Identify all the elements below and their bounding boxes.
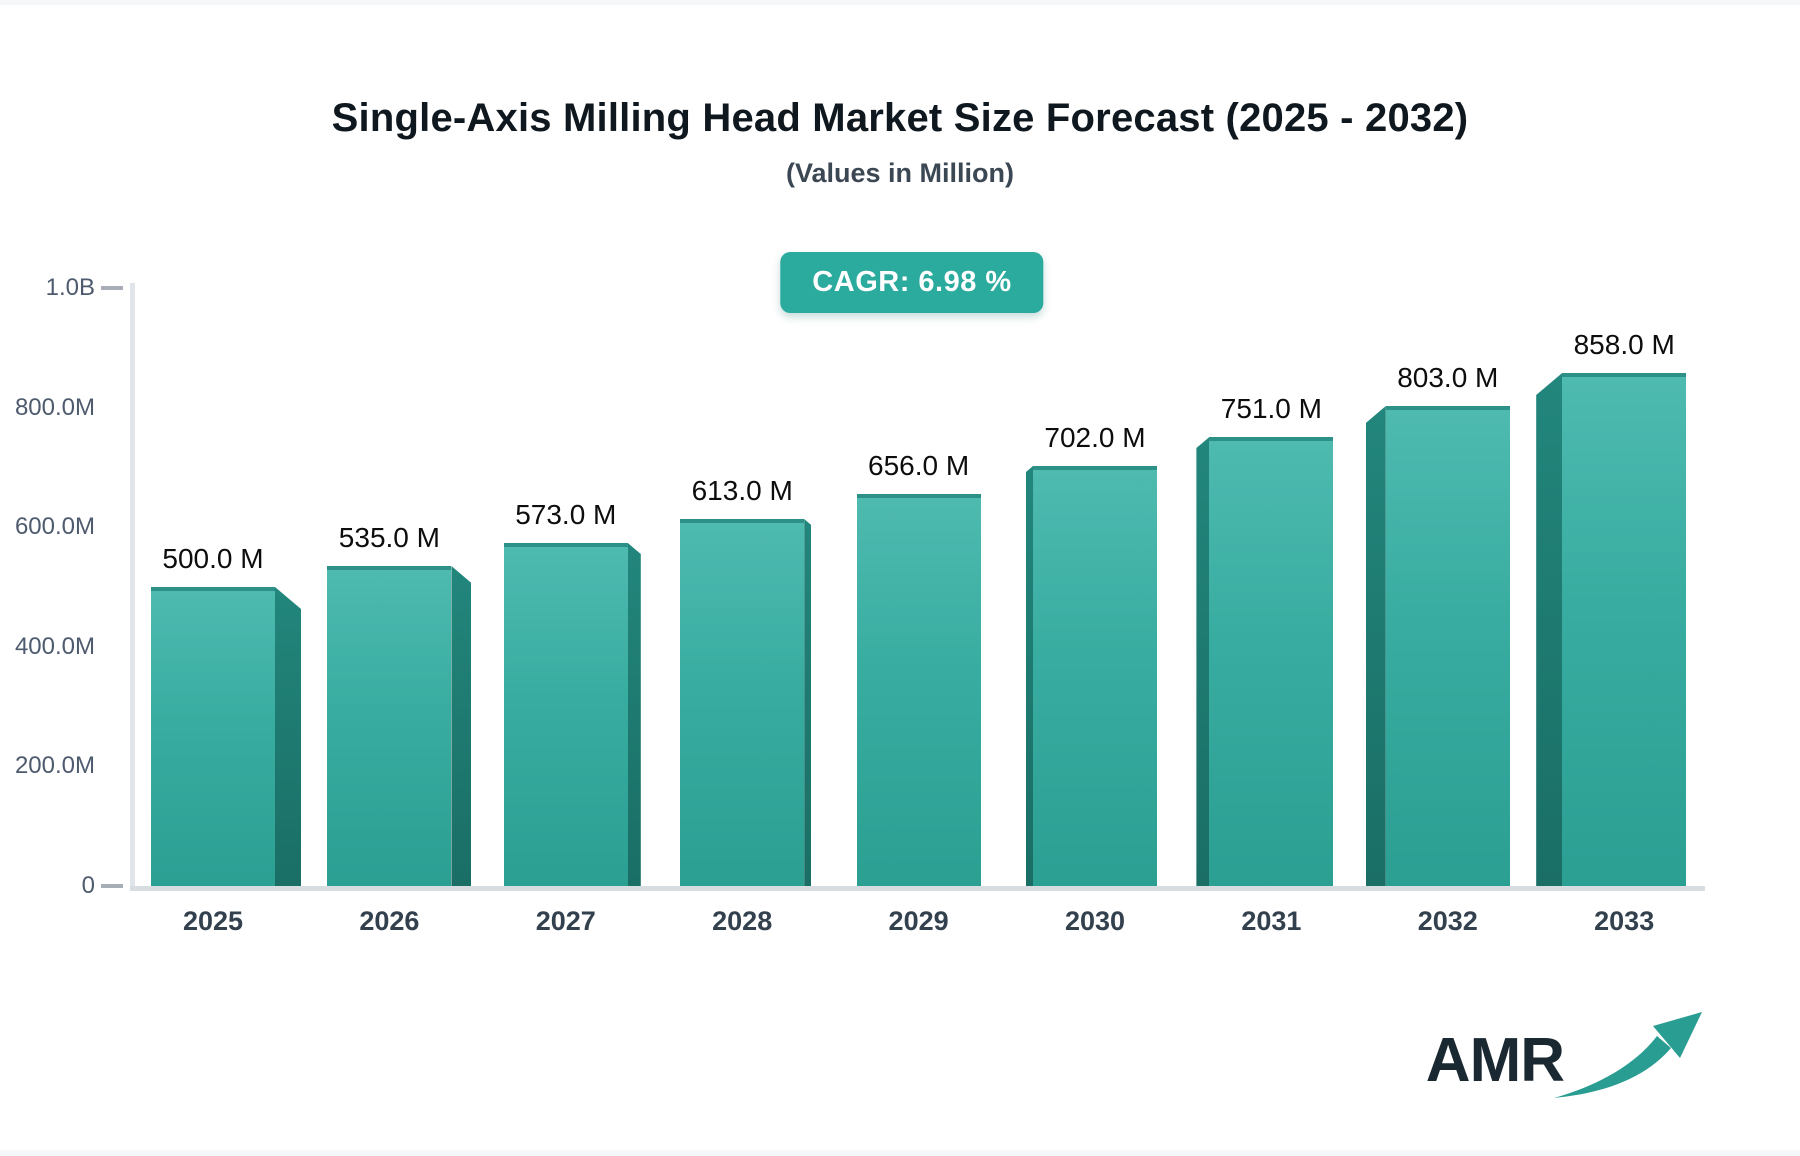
bar: [1209, 437, 1334, 886]
x-axis-year-label: 2029: [888, 906, 949, 936]
bar: [856, 494, 981, 886]
cagr-badge: CAGR: 6.98 %: [780, 252, 1044, 313]
bar-3d-side: [1536, 373, 1563, 886]
bar-3d-side: [1365, 406, 1386, 886]
x-axis-year-label: 2028: [712, 906, 773, 936]
bar: [1033, 466, 1157, 886]
y-axis-tick-label: 600.0M: [14, 513, 95, 541]
bar-3d-side: [627, 543, 641, 886]
bar: [151, 587, 275, 886]
bar-value-label: 656.0 M: [868, 450, 970, 481]
bar-value-label: 803.0 M: [1397, 362, 1499, 393]
x-axis-year-label: 2030: [1064, 906, 1126, 936]
x-axis-year-label: 2026: [359, 906, 420, 936]
bar-3d-side: [804, 519, 812, 886]
bar-value-label: 751.0 M: [1220, 393, 1322, 424]
x-axis-year-label: 2032: [1417, 906, 1478, 936]
bar-value-label: 702.0 M: [1044, 422, 1146, 453]
bar-value-label: 500.0 M: [162, 543, 264, 574]
bar: [1562, 373, 1687, 886]
top-border-strip: [0, 0, 1800, 5]
y-axis-line: [130, 283, 135, 891]
bar-3d-side: [1196, 437, 1210, 886]
brand-logo: AMR: [1425, 1012, 1704, 1100]
bar-value-label: 535.0 M: [338, 522, 440, 553]
growth-arrow-icon: [1554, 1012, 1702, 1098]
chart-subtitle: (Values in Million): [785, 158, 1015, 188]
bar-value-label: 573.0 M: [515, 499, 617, 530]
y-axis-tick-label: 800.0M: [14, 393, 95, 421]
y-axis-tick-mark: [101, 884, 123, 888]
bar-value-label: 613.0 M: [691, 475, 793, 506]
chart-title: Single-Axis Milling Head Market Size For…: [331, 96, 1469, 140]
bar-3d-side: [275, 587, 301, 886]
brand-logo-text: AMR: [1425, 1026, 1565, 1095]
y-axis-tick-label: 1.0B: [45, 274, 95, 301]
x-axis-year-label: 2031: [1241, 906, 1302, 936]
x-axis-year-label: 2027: [535, 906, 596, 936]
y-axis-tick-label: 200.0M: [14, 752, 95, 780]
x-axis-year-label: 2033: [1594, 906, 1655, 936]
bar-3d-side: [1026, 466, 1033, 886]
bar: [1385, 406, 1510, 886]
y-axis-tick-label: 400.0M: [14, 632, 95, 660]
bar: [680, 519, 805, 886]
bar-3d-side: [451, 566, 472, 886]
bar: [327, 566, 452, 886]
y-axis-tick-mark: [101, 286, 123, 290]
y-axis-tick-label: 0: [81, 872, 95, 899]
x-axis-year-label: 2025: [182, 906, 244, 936]
bar-value-label: 858.0 M: [1573, 329, 1675, 360]
bottom-border-strip: [0, 1150, 1800, 1156]
x-axis-line: [130, 886, 1705, 891]
bar: [503, 543, 628, 886]
